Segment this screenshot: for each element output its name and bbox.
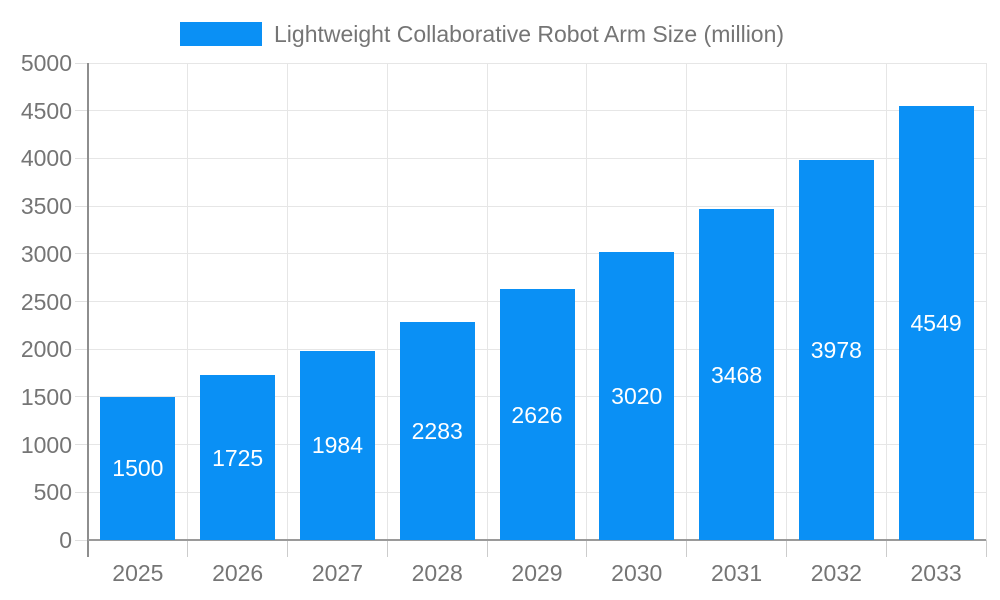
y-axis-tick-label: 4000 <box>20 145 72 172</box>
y-axis-tick <box>75 205 88 207</box>
v-gridline <box>287 63 289 540</box>
h-gridline <box>88 62 986 64</box>
x-axis-line <box>88 539 986 541</box>
y-axis-line <box>87 63 89 557</box>
bar: 4549 <box>898 106 974 540</box>
legend-swatch[interactable] <box>180 22 262 46</box>
y-axis-tick-label: 0 <box>59 527 72 553</box>
bar: 1725 <box>200 375 276 540</box>
v-gridline <box>486 63 488 540</box>
y-axis-tick <box>75 491 88 493</box>
x-axis-tick-label: 2027 <box>311 560 364 586</box>
bar: 1500 <box>100 396 176 540</box>
h-gridline <box>88 205 986 207</box>
bar-value-label: 2626 <box>511 401 563 428</box>
y-axis-tick <box>75 157 88 159</box>
bar: 2626 <box>499 289 575 540</box>
x-axis-tick <box>885 540 887 557</box>
h-gridline <box>88 253 986 255</box>
bar: 2283 <box>399 322 475 540</box>
bar-value-label: 1725 <box>212 444 264 471</box>
y-axis-tick-label: 5000 <box>20 50 72 76</box>
y-axis-tick <box>75 396 88 398</box>
v-gridline <box>985 63 987 540</box>
y-axis-tick-label: 1000 <box>20 431 72 458</box>
bar: 1984 <box>299 350 375 540</box>
bar-value-label: 3468 <box>710 361 763 388</box>
y-axis-tick <box>75 539 88 541</box>
y-axis-tick-label: 500 <box>33 479 72 506</box>
x-axis-tick <box>686 540 688 557</box>
bar-value-label: 2283 <box>411 418 463 445</box>
bar-value-label: 3020 <box>611 382 663 409</box>
y-axis-tick <box>75 253 88 255</box>
x-axis-tick-label: 2025 <box>112 560 164 586</box>
bar-value-label: 4549 <box>910 310 962 336</box>
bar: 3020 <box>599 251 675 540</box>
y-axis-tick-label: 4500 <box>20 97 72 124</box>
h-gridline <box>88 157 986 159</box>
y-axis-tick <box>75 301 88 302</box>
bar: 3468 <box>699 209 775 540</box>
x-axis-tick-label: 2033 <box>910 560 962 586</box>
x-axis-tick-label: 2032 <box>810 560 862 586</box>
bar: 3978 <box>798 160 874 540</box>
y-axis-tick-label: 3000 <box>20 240 72 267</box>
x-axis-tick <box>386 540 388 557</box>
x-axis-tick-label: 2031 <box>710 560 763 586</box>
x-axis-tick <box>287 540 289 557</box>
x-axis-tick-label: 2030 <box>611 560 663 586</box>
x-axis-tick <box>586 540 588 557</box>
v-gridline <box>386 63 388 540</box>
y-axis-tick <box>75 444 88 446</box>
x-axis-tick <box>785 540 787 557</box>
x-axis-tick <box>985 540 987 557</box>
y-axis-tick <box>75 110 88 112</box>
x-axis-tick-label: 2026 <box>212 560 264 586</box>
v-gridline <box>686 63 688 540</box>
v-gridline <box>187 63 189 540</box>
y-axis-tick-label: 1500 <box>20 383 72 410</box>
y-axis-tick-label: 2000 <box>20 336 72 363</box>
bar-value-label: 3978 <box>810 337 862 364</box>
x-axis-tick <box>486 540 488 557</box>
x-axis-tick <box>187 540 189 557</box>
x-axis-tick-label: 2028 <box>411 560 463 586</box>
v-gridline <box>586 63 588 540</box>
y-axis-tick <box>75 348 88 350</box>
chart-title: Lightweight Collaborative Robot Arm Size… <box>274 20 785 47</box>
h-gridline <box>88 110 986 112</box>
legend[interactable]: Lightweight Collaborative Robot Arm Size… <box>180 18 784 50</box>
y-axis-tick-label: 3500 <box>20 193 72 220</box>
bar-value-label: 1500 <box>112 455 164 482</box>
x-axis-tick-label: 2029 <box>511 560 563 586</box>
bar-value-label: 1984 <box>311 432 364 459</box>
v-gridline <box>885 63 887 540</box>
v-gridline <box>785 63 787 540</box>
y-axis-tick <box>75 62 88 64</box>
y-axis-tick-label: 2500 <box>20 288 72 315</box>
